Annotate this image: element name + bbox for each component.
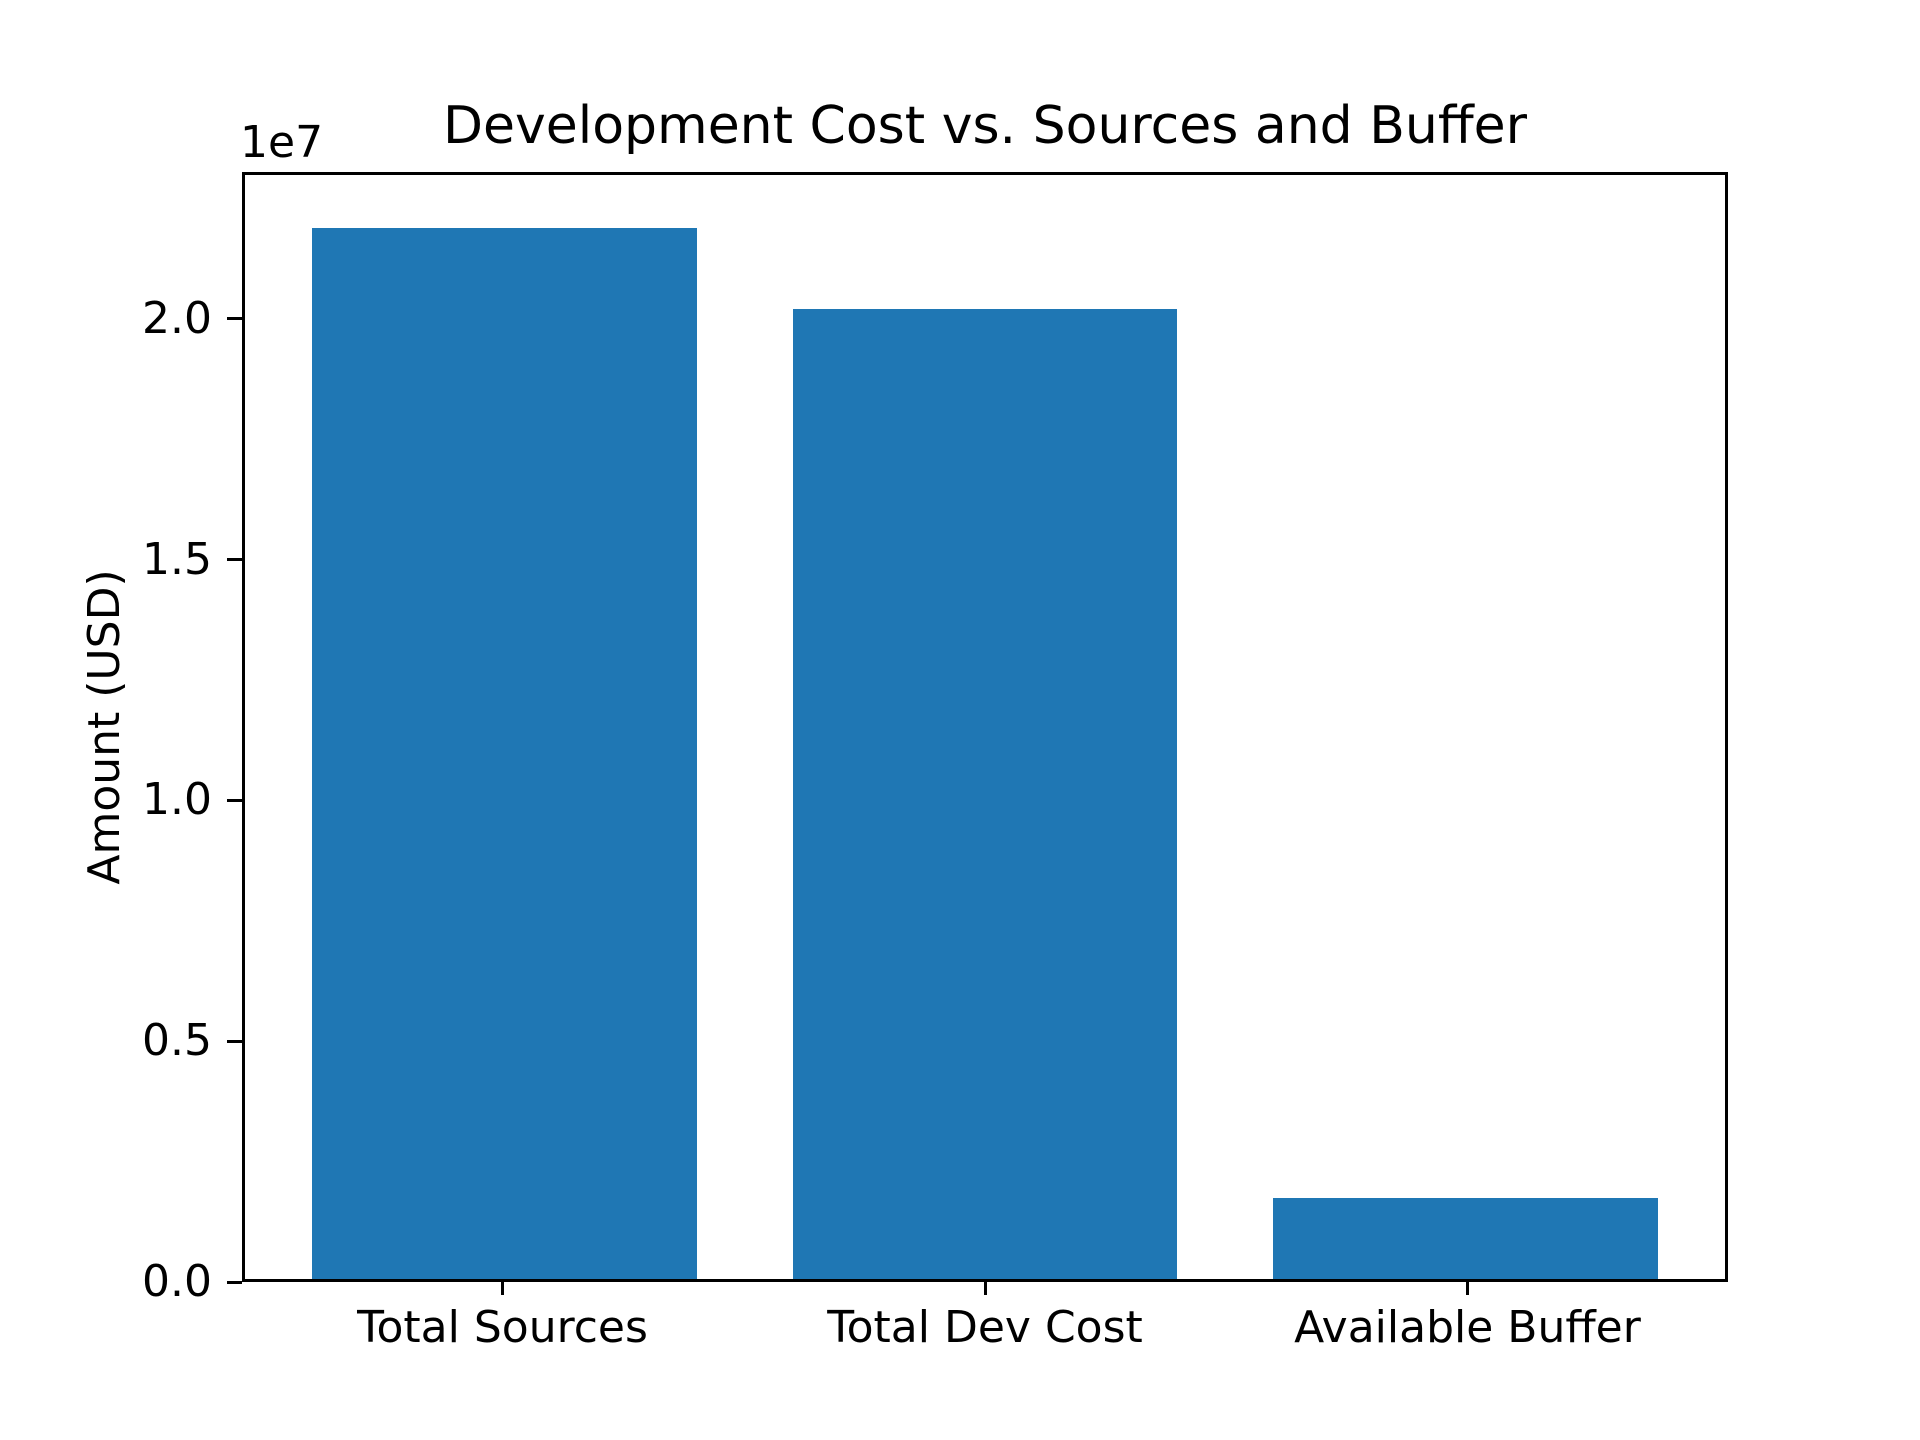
x-tick-label-available-buffer: Available Buffer: [1294, 1302, 1641, 1353]
x-tick-mark: [1466, 1282, 1469, 1295]
y-tick-label: 0.5: [142, 1015, 212, 1067]
x-tick-mark: [983, 1282, 987, 1295]
y-axis-label: Amount (USD): [79, 569, 130, 885]
plot-area: [242, 172, 1728, 1282]
y-tick-mark: [227, 558, 242, 562]
y-tick-label: 2.0: [142, 292, 212, 344]
y-tick-mark: [227, 798, 242, 802]
bar-total-sources: [312, 227, 697, 1279]
y-tick-mark: [227, 1280, 242, 1284]
x-tick-label-total-sources: Total Sources: [357, 1302, 648, 1353]
y-tick-label: 1.5: [142, 533, 212, 585]
y-tick-label: 1.0: [142, 774, 212, 826]
y-tick-label: 0.0: [142, 1256, 212, 1307]
y-tick-mark: [227, 1039, 242, 1043]
y-axis-offset-text: 1e7: [240, 117, 324, 168]
y-tick-mark: [227, 317, 242, 321]
x-tick-mark: [501, 1282, 504, 1295]
bar-total-dev-cost: [792, 309, 1178, 1279]
x-tick-label-total-dev-cost: Total Dev Cost: [827, 1302, 1143, 1353]
bar-available-buffer: [1273, 1197, 1658, 1279]
chart-title: Development Cost vs. Sources and Buffer: [442, 96, 1528, 156]
